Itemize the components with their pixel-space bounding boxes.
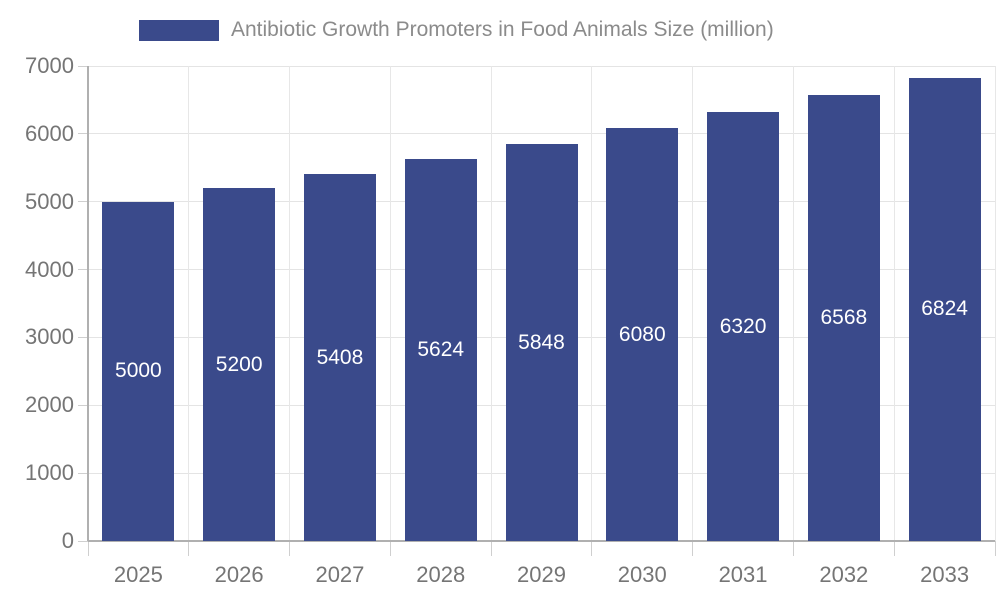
y-axis-tick — [78, 540, 88, 542]
gridline-vertical — [692, 66, 694, 541]
gridline-vertical — [591, 66, 593, 541]
gridline-horizontal — [88, 133, 995, 135]
x-axis-label: 2033 — [920, 562, 970, 587]
x-axis-label: 2026 — [214, 562, 264, 587]
gridline-vertical — [490, 66, 492, 541]
bar-2028[interactable] — [404, 159, 477, 541]
y-axis-label: 1000 — [25, 460, 74, 486]
x-axis-tick — [591, 541, 593, 556]
y-axis-tick — [78, 133, 88, 135]
y-axis-tick — [78, 269, 88, 271]
y-axis-label: 0 — [61, 528, 74, 553]
gridline-vertical — [893, 66, 895, 541]
x-axis-label: 2030 — [617, 562, 667, 587]
bar-value-label: 5000 — [115, 359, 162, 383]
x-axis-tick — [893, 541, 895, 556]
y-axis-tick — [78, 336, 88, 338]
x-axis-tick — [994, 541, 996, 556]
gridline-vertical — [994, 66, 996, 541]
legend-swatch-icon — [139, 19, 219, 41]
bar-2027[interactable] — [303, 174, 376, 541]
x-axis-tick — [692, 541, 694, 556]
gridline-vertical — [289, 66, 291, 541]
y-axis-tick — [78, 65, 88, 67]
bar-value-label: 6080 — [618, 322, 666, 346]
y-axis-label: 5000 — [25, 188, 74, 214]
x-axis-label: 2032 — [819, 562, 869, 587]
x-axis-label: 2027 — [315, 562, 365, 587]
bar-2029[interactable] — [505, 144, 578, 541]
x-axis-tick — [289, 541, 291, 556]
bar-value-label: 6824 — [921, 297, 968, 321]
y-axis-label: 6000 — [25, 120, 74, 146]
bar-2026[interactable] — [203, 188, 276, 541]
x-axis-label: 2031 — [718, 562, 768, 587]
y-axis-label: 4000 — [25, 256, 74, 282]
x-axis-tick — [87, 541, 89, 556]
bar-2031[interactable] — [707, 112, 780, 541]
x-axis-line — [88, 540, 995, 542]
bar-2030[interactable] — [606, 128, 679, 541]
gridline-vertical — [188, 66, 190, 541]
bar-value-label: 6320 — [719, 314, 767, 338]
x-axis-label: 2029 — [517, 562, 566, 587]
gridline-vertical — [389, 66, 391, 541]
bar-2033[interactable] — [908, 77, 981, 541]
y-axis-line — [87, 66, 89, 541]
y-axis-label: 7000 — [25, 53, 74, 78]
x-axis-tick — [792, 541, 794, 556]
y-axis-label: 2000 — [25, 392, 74, 418]
x-axis-label: 2028 — [416, 562, 466, 587]
y-axis-tick — [78, 404, 88, 406]
legend-label: Antibiotic Growth Promoters in Food Anim… — [231, 18, 774, 41]
y-axis-tick — [78, 472, 88, 474]
x-axis-label: 2025 — [113, 562, 163, 587]
x-axis-tick — [389, 541, 391, 556]
bar-value-label: 5624 — [417, 338, 465, 362]
bar-value-label: 5408 — [316, 345, 364, 369]
bar-value-label: 6568 — [820, 306, 868, 330]
y-axis-tick — [78, 201, 88, 203]
x-axis-tick — [188, 541, 190, 556]
x-axis-tick — [490, 541, 492, 556]
bar-2032[interactable] — [807, 95, 880, 541]
bar-2025[interactable] — [102, 201, 175, 541]
bar-value-label: 5200 — [215, 352, 263, 376]
bar-value-label: 5848 — [518, 330, 565, 354]
gridline-horizontal — [88, 65, 995, 67]
legend-item[interactable]: Antibiotic Growth Promoters in Food Anim… — [139, 18, 774, 42]
gridline-vertical — [792, 66, 794, 541]
y-axis-label: 3000 — [25, 324, 74, 350]
